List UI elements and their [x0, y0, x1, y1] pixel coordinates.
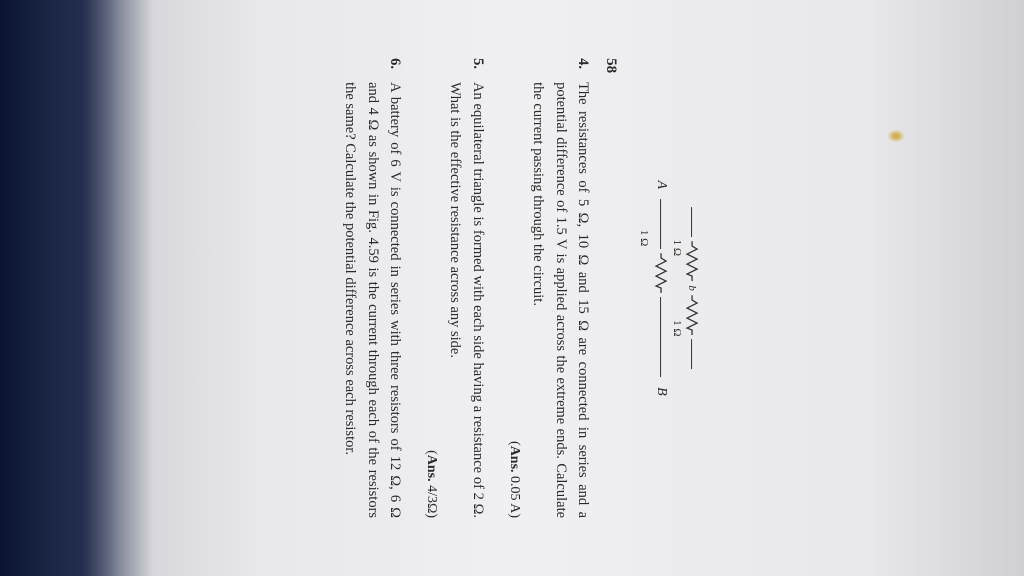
question-number: 5.	[420, 58, 489, 82]
circuit-top-branch: b	[685, 207, 699, 369]
question-body: A battery of 6 V is connected in series …	[339, 82, 406, 518]
circuit-top-labels: 1 Ω 1 Ω	[671, 238, 683, 339]
question-body: An equilateral triangle is formed with e…	[420, 82, 489, 518]
page-number: 58	[602, 58, 619, 518]
question-text: A battery of 6 V is connected in series …	[342, 82, 403, 518]
question-4: 4. The resistances of 5 Ω, 10 Ω and 15 Ω…	[503, 58, 594, 518]
question-body: The resistances of 5 Ω, 10 Ω and 15 Ω ar…	[503, 82, 594, 518]
answer-value: 0.05 A	[507, 476, 522, 513]
page-wrapper: b 1 Ω 1 Ω A B 1 Ω	[305, 28, 719, 548]
resistor-value: 1 Ω	[671, 240, 683, 256]
page-content: b 1 Ω 1 Ω A B 1 Ω	[305, 28, 719, 548]
wire-segment	[692, 339, 693, 369]
wire-segment	[661, 199, 662, 249]
question-text: An equilateral triangle is formed with e…	[448, 82, 486, 518]
page-edge-shadow	[0, 0, 120, 576]
question-5: 5. An equilateral triangle is formed wit…	[420, 58, 489, 518]
answer-line: (Ans. 4/3Ω)	[420, 82, 442, 518]
terminal-a: A	[653, 180, 669, 189]
resistor-value: 1 Ω	[671, 320, 683, 336]
circuit-bottom-branch: A B	[653, 174, 669, 401]
question-6: 6. A battery of 6 V is connected in seri…	[339, 58, 406, 518]
question-number: 6.	[339, 58, 406, 82]
answer-label: Ans.	[507, 446, 522, 473]
answer-line: (Ans. 0.05 A)	[503, 82, 525, 518]
node-label-b: b	[686, 285, 698, 291]
question-number: 4.	[503, 58, 594, 82]
wire-segment	[692, 207, 693, 237]
circuit-diagram: b 1 Ω 1 Ω A B 1 Ω	[637, 58, 699, 518]
circuit-bottom-label: 1 Ω	[637, 228, 653, 248]
resistor-value: 1 Ω	[638, 230, 650, 246]
answer-label: Ans.	[424, 455, 439, 482]
resistor-icon	[654, 253, 668, 293]
paper-stain	[888, 130, 904, 142]
question-text: The resistances of 5 Ω, 10 Ω and 15 Ω ar…	[530, 82, 591, 518]
terminal-b: B	[653, 387, 669, 396]
resistor-icon	[685, 295, 699, 335]
wire-segment	[661, 297, 662, 377]
answer-value: 4/3Ω	[424, 485, 439, 513]
resistor-icon	[685, 241, 699, 281]
